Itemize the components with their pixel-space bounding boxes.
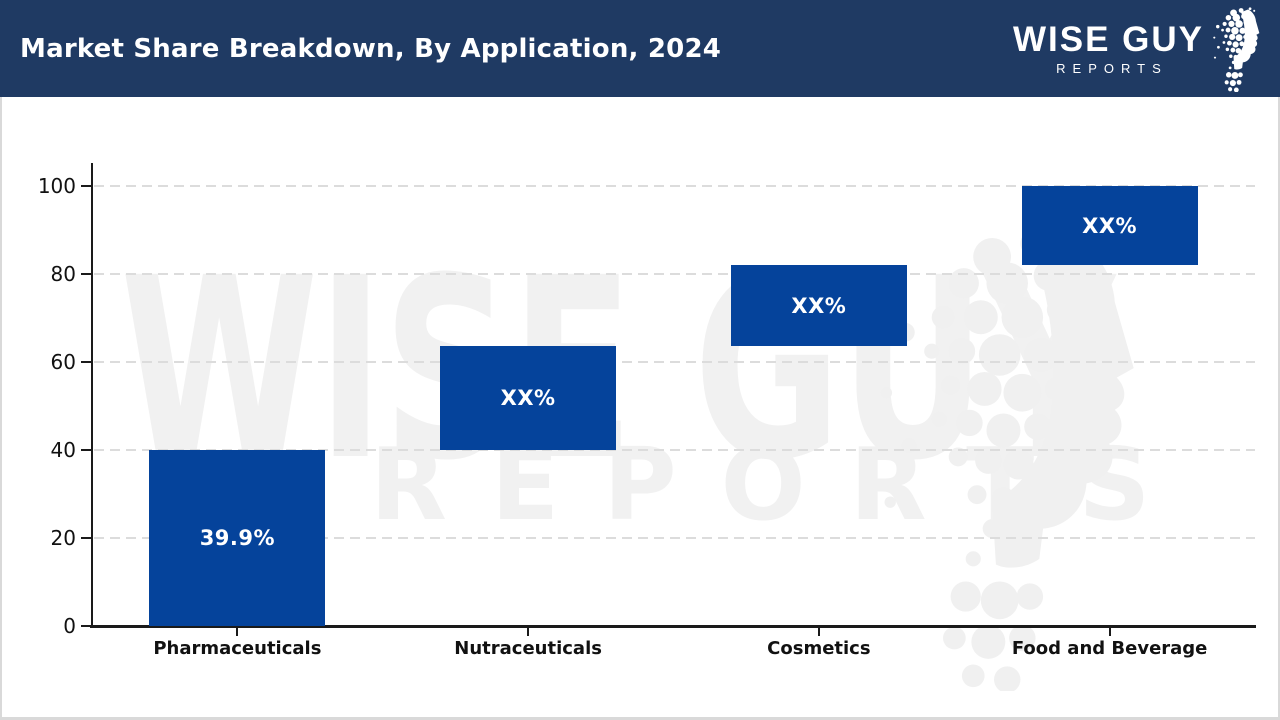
x-tick-cosmetics <box>817 628 820 636</box>
y-tick-40 <box>81 449 91 451</box>
y-tick-20 <box>81 537 91 539</box>
gridline-60 <box>94 361 1255 363</box>
y-tick-label: 80 <box>50 262 76 286</box>
gridline-80 <box>94 273 1255 275</box>
plot: 0 20 40 60 80 100 39.9% Pharmaceuticals XX% Nutra… <box>2 97 1278 717</box>
brand-subtitle: REPORTS <box>1056 61 1168 76</box>
bar-nutraceuticals: XX% <box>440 346 617 451</box>
gridline-40 <box>94 449 1255 451</box>
x-axis-label-pharmaceuticals: Pharmaceuticals <box>153 638 322 659</box>
bar-value-label: XX% <box>500 386 556 411</box>
y-tick-60 <box>81 361 91 363</box>
y-tick-label: 20 <box>50 526 76 550</box>
bar-value-label: 39.9% <box>199 526 276 551</box>
brand-logo: WISE GUY REPORTS <box>1013 6 1280 92</box>
chart-title: Market Share Breakdown, By Application, … <box>20 33 722 64</box>
y-tick-label: 40 <box>50 438 76 462</box>
chart-area: WISE GUY REPORTS 0 20 40 60 80 100 39.9% Pharma… <box>0 97 1280 720</box>
header: Market Share Breakdown, By Application, … <box>0 0 1280 97</box>
x-tick-food-and-beverage <box>1108 628 1111 636</box>
y-tick-100 <box>81 185 91 187</box>
y-tick-label: 100 <box>37 174 76 198</box>
gridline-100 <box>94 185 1255 187</box>
bar-cosmetics: XX% <box>730 265 907 347</box>
y-tick-80 <box>81 273 91 275</box>
bar-food-and-beverage: XX% <box>1021 186 1198 266</box>
gridline-20 <box>94 537 1255 539</box>
x-axis-label-nutraceuticals: Nutraceuticals <box>454 638 602 659</box>
brand-name: WISE GUY <box>1012 20 1204 59</box>
x-axis-label-cosmetics: Cosmetics <box>767 638 871 659</box>
x-axis-label-food-and-beverage: Food and Beverage <box>1011 638 1208 659</box>
x-axis-spine <box>90 625 1256 628</box>
brand-head-icon <box>1208 6 1266 92</box>
y-tick-0 <box>81 625 91 627</box>
brand-wordmark: WISE GUY REPORTS <box>1013 22 1204 75</box>
y-tick-label: 60 <box>50 350 76 374</box>
bar-value-label: XX% <box>791 293 847 318</box>
bar-value-label: XX% <box>1082 213 1138 238</box>
bar-pharmaceuticals: 39.9% <box>149 450 326 626</box>
y-tick-label: 0 <box>63 614 76 638</box>
y-axis-spine <box>91 163 93 625</box>
x-tick-pharmaceuticals <box>236 628 239 636</box>
x-tick-nutraceuticals <box>527 628 530 636</box>
